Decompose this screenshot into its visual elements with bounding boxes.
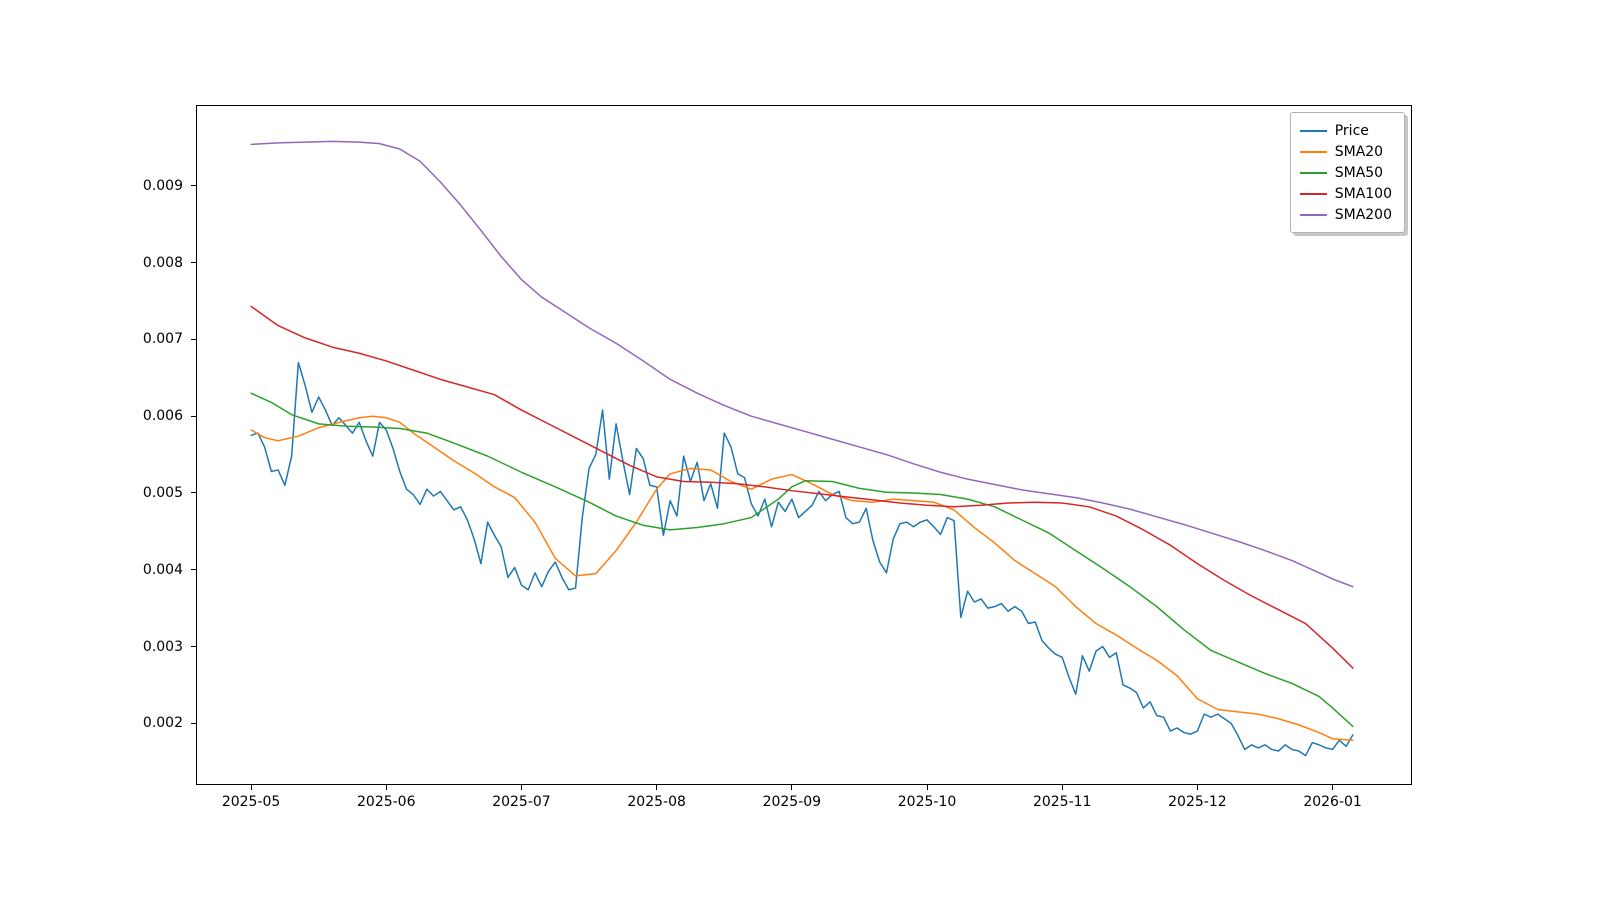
y-tick-mark [191, 492, 196, 494]
x-tick-label: 2025-11 [1032, 794, 1092, 810]
x-tick-mark [1196, 785, 1198, 790]
x-tick-label: 2025-12 [1168, 794, 1227, 810]
x-tick-label: 2025-07 [492, 794, 551, 810]
legend-item-sma50: SMA50 [1299, 162, 1392, 183]
x-tick-label: 2025-08 [627, 794, 686, 810]
x-tick-mark [1061, 785, 1063, 790]
sma50-line-swatch [1299, 171, 1327, 174]
x-tick-label: 2025-10 [897, 794, 957, 810]
y-tick-label: 0.006 [142, 408, 183, 425]
x-tick-label: 2025-06 [357, 794, 416, 810]
legend-item-sma100: SMA100 [1299, 183, 1392, 204]
legend-item-label: Price [1334, 122, 1369, 139]
x-tick-label: 2026-01 [1303, 794, 1362, 810]
x-tick-label: 2025-05 [221, 794, 281, 810]
legend-item-label: SMA20 [1334, 143, 1384, 160]
y-tick-mark [191, 569, 196, 571]
y-tick-mark [191, 722, 196, 724]
x-tick-label: 2025-09 [762, 794, 822, 810]
x-tick-mark [1332, 785, 1334, 790]
legend: Price SMA20 SMA50 SMA100 SMA200 [1289, 112, 1405, 233]
legend-item-sma200: SMA200 [1299, 204, 1392, 225]
y-tick-label: 0.005 [142, 484, 183, 501]
x-tick-mark [250, 785, 252, 790]
legend-item-sma20: SMA20 [1299, 141, 1392, 162]
y-tick-label: 0.009 [142, 177, 183, 194]
legend-item-label: SMA200 [1334, 206, 1392, 223]
x-tick-mark [656, 785, 658, 790]
chart-canvas [197, 106, 1411, 784]
y-tick-mark [191, 262, 196, 264]
x-tick-mark [520, 785, 522, 790]
legend-item-label: SMA50 [1334, 164, 1384, 181]
price-line-swatch [1299, 129, 1327, 132]
x-tick-mark [926, 785, 928, 790]
sma200-line-swatch [1299, 213, 1327, 216]
y-tick-label: 0.004 [142, 561, 183, 578]
plot-area: Price SMA20 SMA50 SMA100 SMA200 [196, 105, 1412, 785]
x-tick-mark [385, 785, 387, 790]
sma20-line-swatch [1299, 150, 1327, 153]
y-tick-mark [191, 338, 196, 340]
y-tick-label: 0.003 [142, 638, 183, 655]
y-tick-label: 0.002 [142, 715, 183, 732]
sma100-line-swatch [1299, 192, 1327, 195]
legend-item-label: SMA100 [1334, 185, 1392, 202]
legend-item-price: Price [1299, 120, 1392, 141]
y-tick-mark [191, 185, 196, 187]
y-tick-label: 0.007 [142, 331, 183, 348]
y-tick-mark [191, 415, 196, 417]
y-tick-mark [191, 646, 196, 648]
x-tick-mark [791, 785, 793, 790]
y-tick-label: 0.008 [142, 254, 183, 271]
